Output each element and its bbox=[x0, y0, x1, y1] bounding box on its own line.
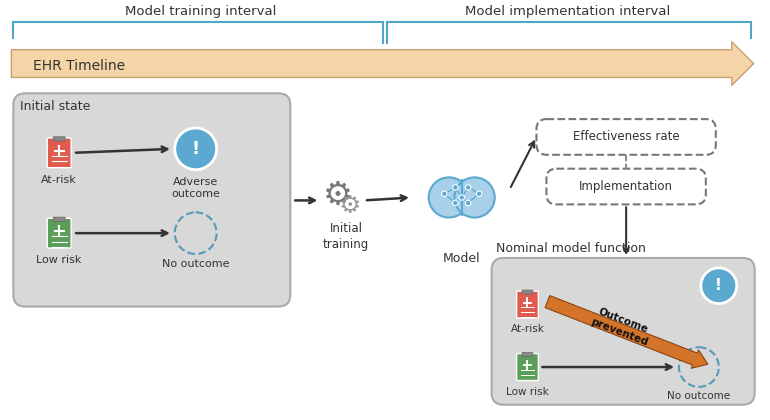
Circle shape bbox=[701, 268, 737, 304]
Text: Model implementation interval: Model implementation interval bbox=[465, 5, 670, 18]
Text: !: ! bbox=[192, 140, 199, 158]
FancyBboxPatch shape bbox=[13, 93, 290, 307]
Text: At-risk: At-risk bbox=[511, 324, 544, 334]
FancyBboxPatch shape bbox=[522, 290, 533, 294]
FancyBboxPatch shape bbox=[47, 218, 71, 248]
Text: Model training interval: Model training interval bbox=[125, 5, 276, 18]
FancyArrow shape bbox=[545, 296, 708, 368]
Text: ⚙: ⚙ bbox=[339, 194, 361, 218]
FancyBboxPatch shape bbox=[517, 291, 538, 318]
Polygon shape bbox=[12, 42, 754, 85]
Text: Outcome
prevented: Outcome prevented bbox=[589, 305, 653, 347]
Circle shape bbox=[477, 191, 482, 197]
Text: ⚙: ⚙ bbox=[323, 179, 353, 212]
FancyBboxPatch shape bbox=[517, 354, 538, 381]
Circle shape bbox=[465, 200, 471, 206]
Text: No outcome: No outcome bbox=[668, 391, 731, 401]
Circle shape bbox=[441, 191, 447, 197]
Text: EHR Timeline: EHR Timeline bbox=[33, 58, 126, 73]
Circle shape bbox=[465, 185, 471, 190]
Circle shape bbox=[459, 195, 464, 200]
Circle shape bbox=[454, 177, 494, 218]
FancyBboxPatch shape bbox=[47, 138, 71, 168]
Text: Implementation: Implementation bbox=[579, 180, 673, 193]
FancyBboxPatch shape bbox=[53, 137, 65, 141]
FancyBboxPatch shape bbox=[522, 352, 533, 357]
Circle shape bbox=[429, 177, 469, 218]
Text: Low risk: Low risk bbox=[506, 387, 549, 397]
Text: Initial
training: Initial training bbox=[323, 222, 370, 251]
FancyBboxPatch shape bbox=[491, 258, 755, 405]
Text: Model: Model bbox=[443, 252, 480, 265]
Text: Adverse
outcome: Adverse outcome bbox=[171, 177, 220, 199]
FancyBboxPatch shape bbox=[53, 217, 65, 221]
Text: Low risk: Low risk bbox=[36, 255, 82, 265]
Text: No outcome: No outcome bbox=[162, 259, 229, 269]
Text: Effectiveness rate: Effectiveness rate bbox=[573, 131, 679, 144]
Circle shape bbox=[453, 185, 458, 190]
Text: Initial state: Initial state bbox=[20, 100, 91, 113]
Text: !: ! bbox=[715, 278, 722, 293]
Text: Nominal model function: Nominal model function bbox=[496, 241, 645, 255]
Circle shape bbox=[453, 200, 458, 206]
Text: At-risk: At-risk bbox=[42, 175, 77, 185]
Circle shape bbox=[175, 128, 216, 170]
